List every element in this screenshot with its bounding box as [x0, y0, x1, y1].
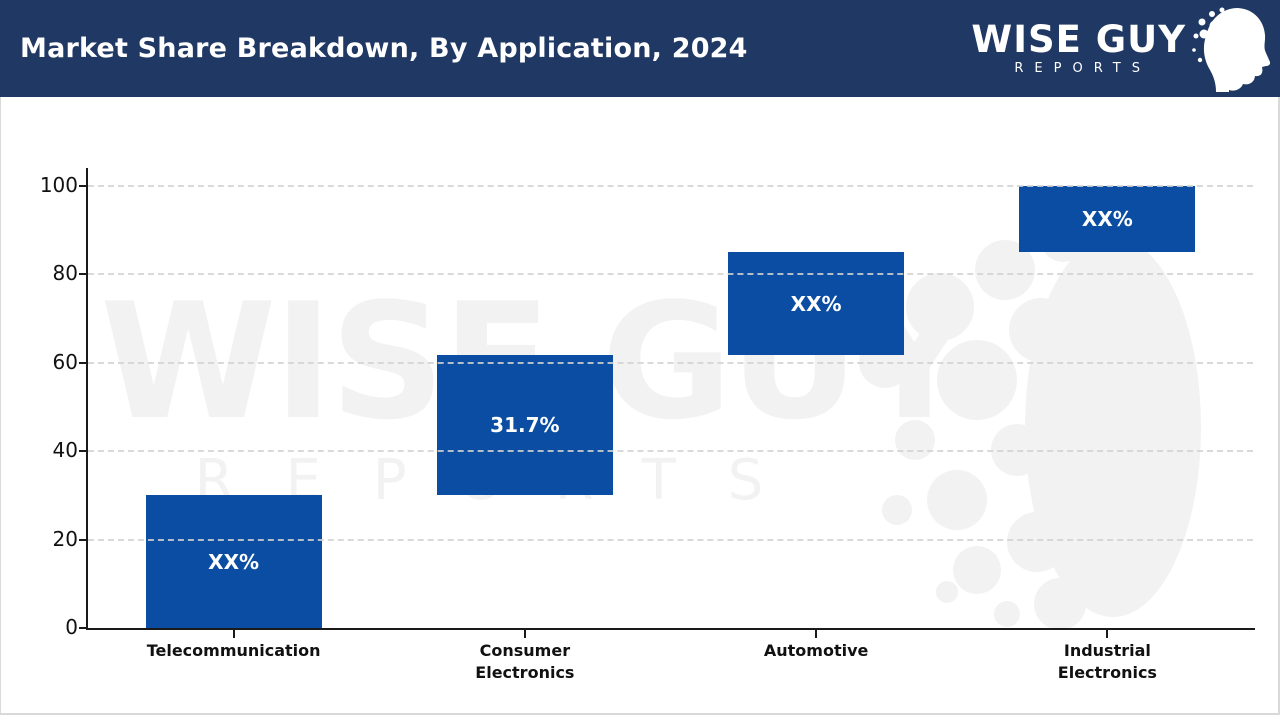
- x-axis-category-label: Consumer Electronics: [475, 641, 575, 682]
- y-axis-tick-label: 0: [65, 615, 78, 639]
- bar-value-label: XX%: [1081, 207, 1133, 232]
- y-axis-tick-label: 80: [52, 261, 78, 286]
- brand-logo-subtitle: REPORTS: [1014, 61, 1151, 76]
- y-axis-tick-label: 60: [52, 349, 78, 374]
- y-axis-tick: [79, 361, 87, 364]
- x-axis-tick: [815, 630, 818, 638]
- page-title: Market Share Breakdown, By Application, …: [20, 33, 748, 64]
- bar-value-label: XX%: [790, 291, 842, 316]
- brand-logo-text: WISE GUY REPORTS: [971, 21, 1186, 76]
- y-axis-tick: [79, 627, 87, 629]
- bar-consumer-electronics: 31.7%: [436, 355, 613, 496]
- gridline: [88, 361, 1253, 364]
- x-axis-category-label: Automotive: [763, 641, 869, 660]
- bar-automotive: XX%: [728, 252, 905, 356]
- x-axis-category-label: Telecommunication: [146, 641, 321, 660]
- x-axis-tick: [1106, 630, 1109, 638]
- brand-logo-name: WISE GUY: [971, 18, 1186, 61]
- x-axis-tick: [523, 630, 526, 638]
- x-axis-spine: [86, 628, 1255, 630]
- page-right-border: [1278, 97, 1280, 715]
- y-axis-tick-label: 20: [52, 526, 78, 551]
- bar-value-label: XX%: [208, 549, 260, 574]
- bar-industrial-electronics: XX%: [1019, 186, 1196, 253]
- y-axis-tick: [79, 450, 87, 453]
- bar-value-label: 31.7%: [490, 413, 560, 438]
- y-axis-spine: [86, 168, 88, 630]
- y-axis-tick: [79, 273, 87, 276]
- y-axis-tick: [79, 185, 87, 187]
- page-bottom-border: [0, 713, 1280, 715]
- header-bar: Market Share Breakdown, By Application, …: [0, 0, 1280, 97]
- wiseguy-head-icon: [1192, 7, 1270, 92]
- gridline: [88, 450, 1253, 453]
- gridline: [88, 273, 1253, 276]
- brand-logo: WISE GUY REPORTS: [971, 6, 1270, 92]
- page-left-border: [0, 97, 1, 715]
- gridline: [88, 185, 1253, 187]
- y-axis-tick: [79, 538, 87, 541]
- x-axis-tick: [232, 630, 235, 638]
- x-axis-category-label: Industrial Electronics: [1057, 641, 1157, 682]
- bar-telecommunication: XX%: [145, 495, 322, 628]
- gridline: [88, 538, 1253, 541]
- y-axis-tick-label: 100: [39, 173, 78, 197]
- y-axis-tick-label: 40: [52, 438, 78, 463]
